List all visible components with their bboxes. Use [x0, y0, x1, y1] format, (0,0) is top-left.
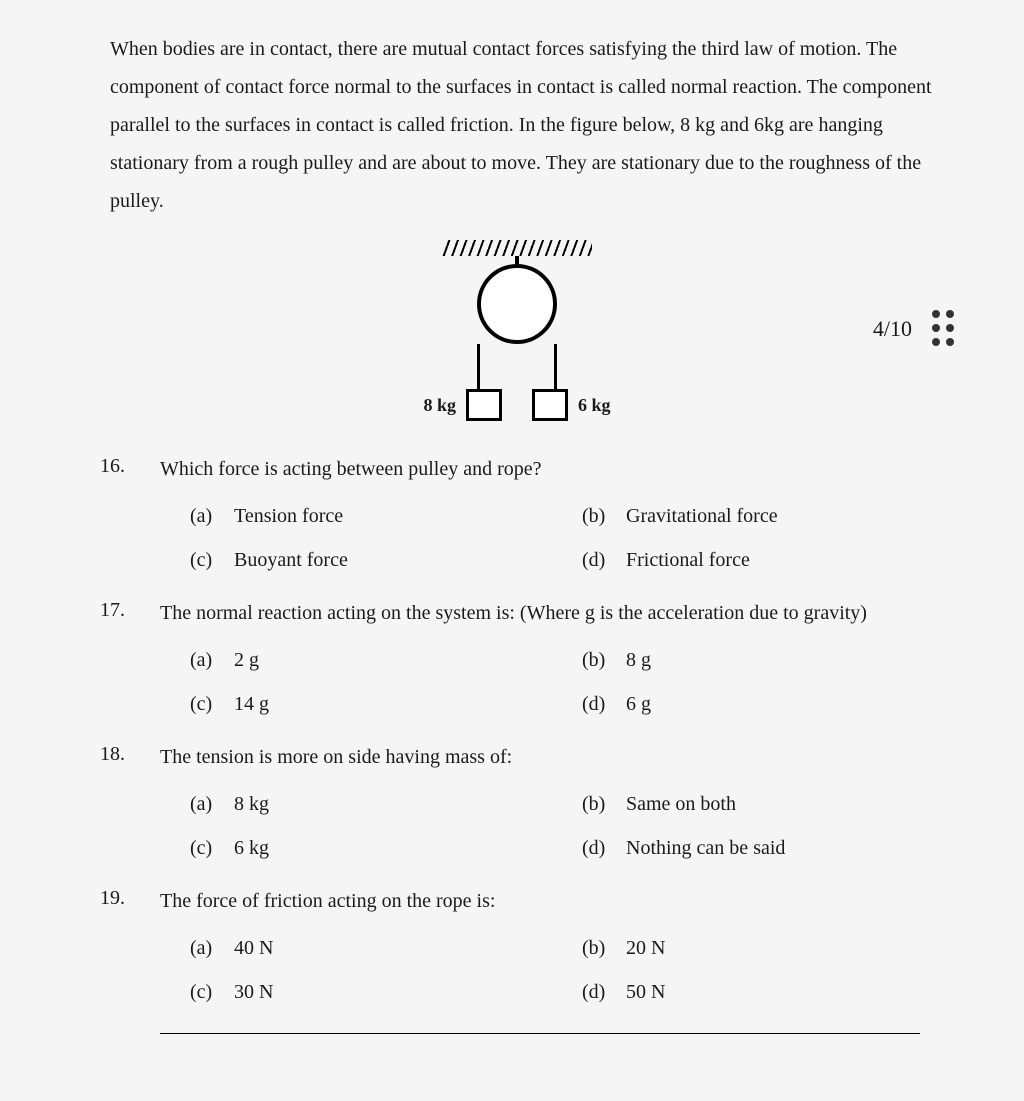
option-a: (a) 2 g — [190, 645, 542, 675]
option-text: 30 N — [234, 977, 273, 1007]
option-b: (b) Same on both — [582, 789, 934, 819]
option-label: (a) — [190, 645, 220, 675]
right-string — [554, 344, 557, 389]
question-text: The tension is more on side having mass … — [160, 739, 934, 775]
end-rule — [160, 1033, 920, 1034]
option-text: 14 g — [234, 689, 269, 719]
option-label: (d) — [582, 545, 612, 575]
option-d: (d) Frictional force — [582, 545, 934, 575]
option-d: (d) 6 g — [582, 689, 934, 719]
question-19: 19. The force of friction acting on the … — [100, 883, 934, 1007]
option-label: (c) — [190, 689, 220, 719]
option-text: Frictional force — [626, 545, 750, 575]
question-text: Which force is acting between pulley and… — [160, 451, 934, 487]
option-text: Gravitational force — [626, 501, 778, 531]
option-label: (b) — [582, 501, 612, 531]
option-text: Nothing can be said — [626, 833, 785, 863]
option-label: (a) — [190, 789, 220, 819]
pulley-rod — [515, 256, 519, 264]
pulley-figure: 8 kg 6 kg — [100, 240, 934, 421]
option-a: (a) 40 N — [190, 933, 542, 963]
option-label: (a) — [190, 501, 220, 531]
question-text: The normal reaction acting on the system… — [160, 595, 934, 631]
right-weight-box — [532, 389, 568, 421]
option-text: Buoyant force — [234, 545, 348, 575]
option-label: (b) — [582, 645, 612, 675]
option-label: (b) — [582, 933, 612, 963]
pulley-assembly — [477, 256, 557, 389]
question-text: The force of friction acting on the rope… — [160, 883, 934, 919]
option-text: Same on both — [626, 789, 736, 819]
intro-paragraph: When bodies are in contact, there are mu… — [100, 30, 934, 220]
option-d: (d) Nothing can be said — [582, 833, 934, 863]
option-text: 8 kg — [234, 789, 269, 819]
option-label: (c) — [190, 545, 220, 575]
question-number: 18. — [100, 739, 140, 863]
left-string — [477, 344, 480, 389]
rope-strings — [477, 344, 557, 389]
option-label: (d) — [582, 977, 612, 1007]
question-17: 17. The normal reaction acting on the sy… — [100, 595, 934, 719]
option-label: (d) — [582, 689, 612, 719]
option-d: (d) 50 N — [582, 977, 934, 1007]
page-indicator: 4/10 — [873, 312, 912, 345]
option-b: (b) 20 N — [582, 933, 934, 963]
question-number: 17. — [100, 595, 140, 719]
page-indicator-group: 4/10 — [873, 310, 954, 346]
option-text: 2 g — [234, 645, 259, 675]
question-18: 18. The tension is more on side having m… — [100, 739, 934, 863]
option-label: (a) — [190, 933, 220, 963]
option-c: (c) Buoyant force — [190, 545, 542, 575]
option-text: 20 N — [626, 933, 665, 963]
left-weight-label: 8 kg — [423, 392, 456, 419]
option-text: Tension force — [234, 501, 343, 531]
option-label: (c) — [190, 977, 220, 1007]
weights-row: 8 kg 6 kg — [423, 389, 610, 421]
option-b: (b) Gravitational force — [582, 501, 934, 531]
option-a: (a) Tension force — [190, 501, 542, 531]
pulley-wheel — [477, 264, 557, 344]
question-number: 16. — [100, 451, 140, 575]
option-text: 8 g — [626, 645, 651, 675]
menu-dots-icon[interactable] — [932, 310, 954, 346]
ceiling-hatch — [442, 240, 592, 256]
option-label: (d) — [582, 833, 612, 863]
option-a: (a) 8 kg — [190, 789, 542, 819]
right-weight-label: 6 kg — [578, 392, 611, 419]
option-text: 6 g — [626, 689, 651, 719]
option-text: 40 N — [234, 933, 273, 963]
left-weight-box — [466, 389, 502, 421]
option-text: 50 N — [626, 977, 665, 1007]
option-label: (c) — [190, 833, 220, 863]
question-number: 19. — [100, 883, 140, 1007]
question-16: 16. Which force is acting between pulley… — [100, 451, 934, 575]
option-text: 6 kg — [234, 833, 269, 863]
option-c: (c) 14 g — [190, 689, 542, 719]
option-b: (b) 8 g — [582, 645, 934, 675]
option-label: (b) — [582, 789, 612, 819]
option-c: (c) 6 kg — [190, 833, 542, 863]
option-c: (c) 30 N — [190, 977, 542, 1007]
